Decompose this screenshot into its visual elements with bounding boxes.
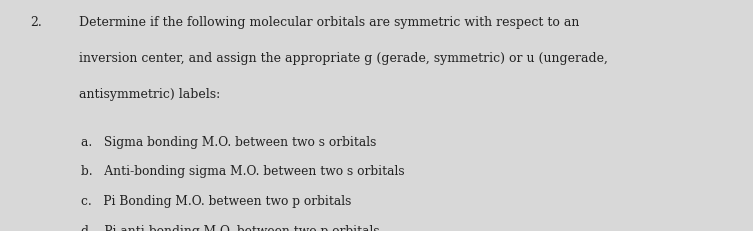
Text: inversion center, and assign the appropriate g (gerade, symmetric) or u (ungerad: inversion center, and assign the appropr… (79, 52, 608, 65)
Text: Determine if the following molecular orbitals are symmetric with respect to an: Determine if the following molecular orb… (79, 16, 580, 29)
Text: a.   Sigma bonding M.O. between two s orbitals: a. Sigma bonding M.O. between two s orbi… (81, 135, 376, 148)
Text: d.   Pi anti-bonding M.O. between two p orbitals: d. Pi anti-bonding M.O. between two p or… (81, 224, 380, 231)
Text: 2.: 2. (30, 16, 42, 29)
Text: antisymmetric) labels:: antisymmetric) labels: (79, 88, 221, 101)
Text: c.   Pi Bonding M.O. between two p orbitals: c. Pi Bonding M.O. between two p orbital… (81, 194, 352, 207)
Text: b.   Anti-bonding sigma M.O. between two s orbitals: b. Anti-bonding sigma M.O. between two s… (81, 165, 405, 178)
